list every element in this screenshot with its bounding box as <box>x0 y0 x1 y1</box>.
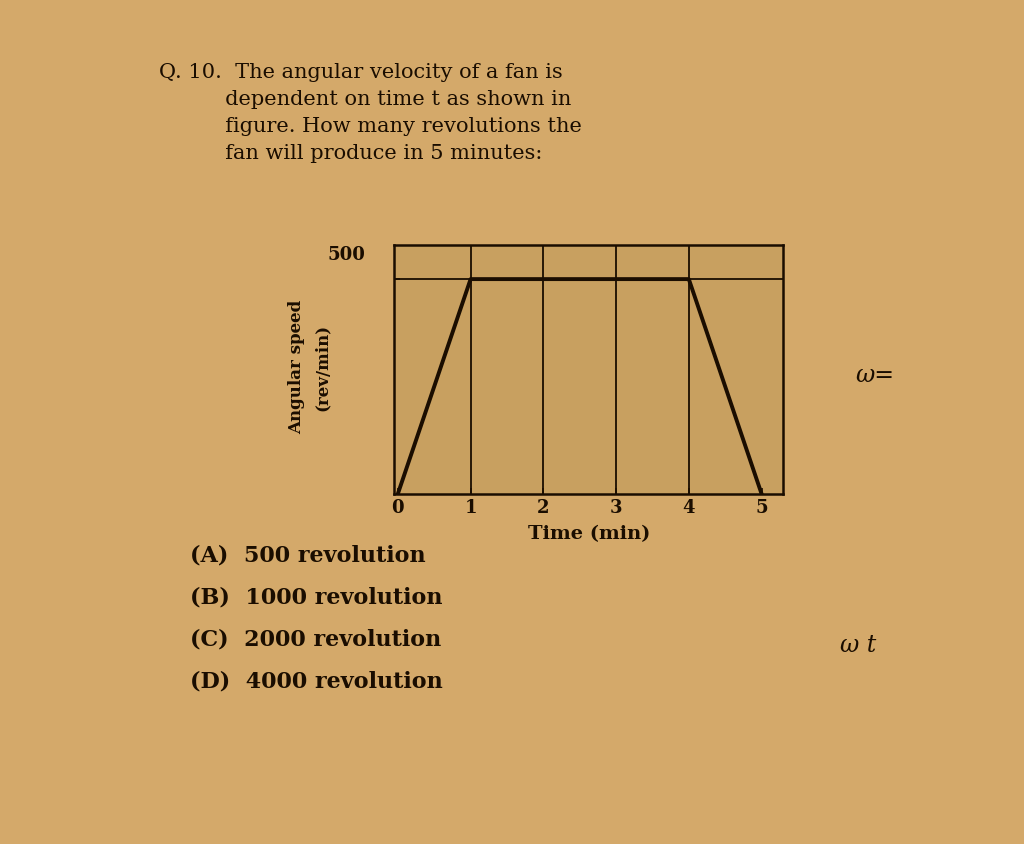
Text: fan will produce in 5 minutes:: fan will produce in 5 minutes: <box>159 144 542 164</box>
Text: ω t: ω t <box>840 634 876 657</box>
Text: figure. How many revolutions the: figure. How many revolutions the <box>159 117 582 137</box>
Text: (D)  4000 revolution: (D) 4000 revolution <box>159 671 442 693</box>
Text: dependent on time t as shown in: dependent on time t as shown in <box>159 90 571 110</box>
Text: (C)  2000 revolution: (C) 2000 revolution <box>159 629 441 651</box>
Text: (A)  500 revolution: (A) 500 revolution <box>159 544 425 566</box>
Text: 500: 500 <box>328 246 366 264</box>
Text: Angular speed: Angular speed <box>289 300 305 435</box>
Text: (B)  1000 revolution: (B) 1000 revolution <box>159 587 442 609</box>
Text: ω=: ω= <box>855 364 894 387</box>
X-axis label: Time (min): Time (min) <box>527 525 650 543</box>
Text: Q. 10.  The angular velocity of a fan is: Q. 10. The angular velocity of a fan is <box>159 63 562 83</box>
Text: (rev/min): (rev/min) <box>314 323 331 411</box>
